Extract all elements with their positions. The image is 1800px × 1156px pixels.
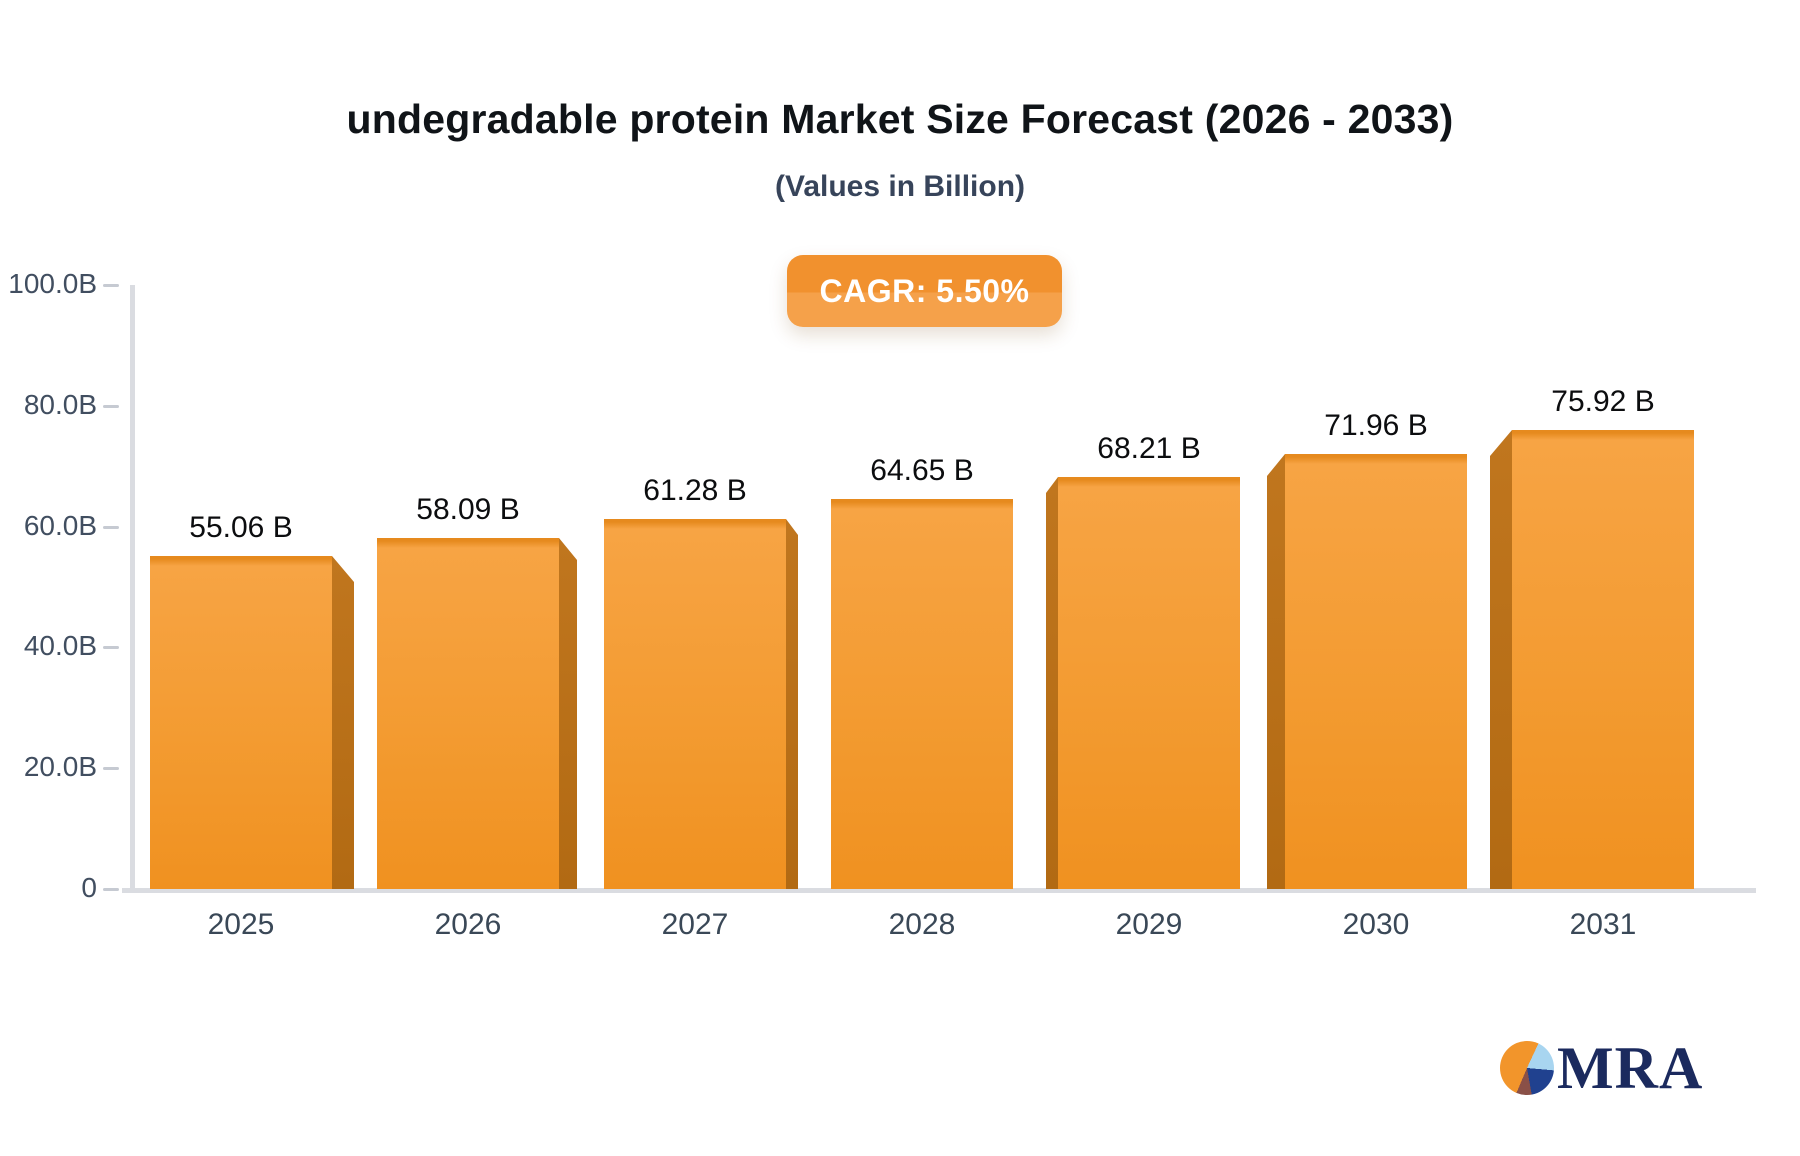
x-axis-label-2030: 2030	[1342, 908, 1410, 941]
x-axis-label-2025: 2025	[207, 908, 275, 941]
bar-2025	[150, 556, 332, 889]
y-tick-mark	[103, 767, 119, 771]
y-tick-label: 100.0B	[8, 268, 97, 299]
y-tick-mark	[103, 525, 119, 529]
logo-text: MRA	[1557, 1035, 1704, 1101]
bar-3d-side-2027	[786, 519, 798, 889]
x-axis-label-2027: 2027	[661, 908, 729, 941]
chart-title: undegradable protein Market Size Forecas…	[346, 96, 1454, 142]
y-tick-label: 20.0B	[23, 751, 97, 783]
bar-2031	[1512, 430, 1694, 889]
bar-value-label: 55.06 B	[189, 511, 293, 544]
bar-value-label: 61.28 B	[643, 474, 747, 507]
bar-2026	[377, 538, 559, 889]
bar-2030	[1285, 454, 1467, 889]
pie-chart-logo-icon	[1500, 1041, 1554, 1095]
bar-3d-side-2025	[332, 556, 354, 889]
bar-3d-side-2029	[1046, 477, 1058, 889]
y-tick-mark	[103, 888, 119, 891]
y-tick-label: 60.0B	[23, 509, 97, 541]
chart-subtitle: (Values in Billion)	[774, 170, 1026, 203]
bar-3d-side-2031	[1490, 430, 1512, 889]
bar-value-label: 75.92 B	[1551, 385, 1655, 418]
bar-3d-side-2030	[1267, 454, 1285, 889]
x-axis-label-2029: 2029	[1115, 908, 1183, 941]
x-axis-label-2028: 2028	[888, 908, 956, 941]
bar-3d-side-2026	[559, 538, 577, 889]
x-axis-label-2031: 2031	[1569, 908, 1637, 941]
y-tick-mark	[103, 404, 119, 408]
x-axis-line	[122, 888, 1756, 893]
bar-2029	[1058, 477, 1240, 889]
y-tick-label: 80.0B	[23, 388, 97, 420]
y-tick-label: 0	[81, 872, 97, 903]
x-axis-label-2026: 2026	[434, 908, 502, 941]
y-axis-line	[130, 285, 135, 893]
bar-2027	[604, 519, 786, 889]
cagr-badge-label: CAGR: 5.50%	[819, 272, 1030, 309]
y-tick-mark	[103, 646, 119, 650]
cagr-badge: CAGR: 5.50%	[787, 255, 1062, 327]
bar-value-label: 71.96 B	[1324, 409, 1428, 442]
bar-value-label: 64.65 B	[870, 454, 974, 487]
bar-2028	[831, 499, 1013, 889]
y-tick-mark	[103, 284, 119, 287]
y-tick-label: 40.0B	[23, 630, 97, 662]
bar-value-label: 68.21 B	[1097, 432, 1201, 465]
bar-value-label: 58.09 B	[416, 493, 520, 526]
mra-logo: MRA	[1500, 1038, 1703, 1098]
